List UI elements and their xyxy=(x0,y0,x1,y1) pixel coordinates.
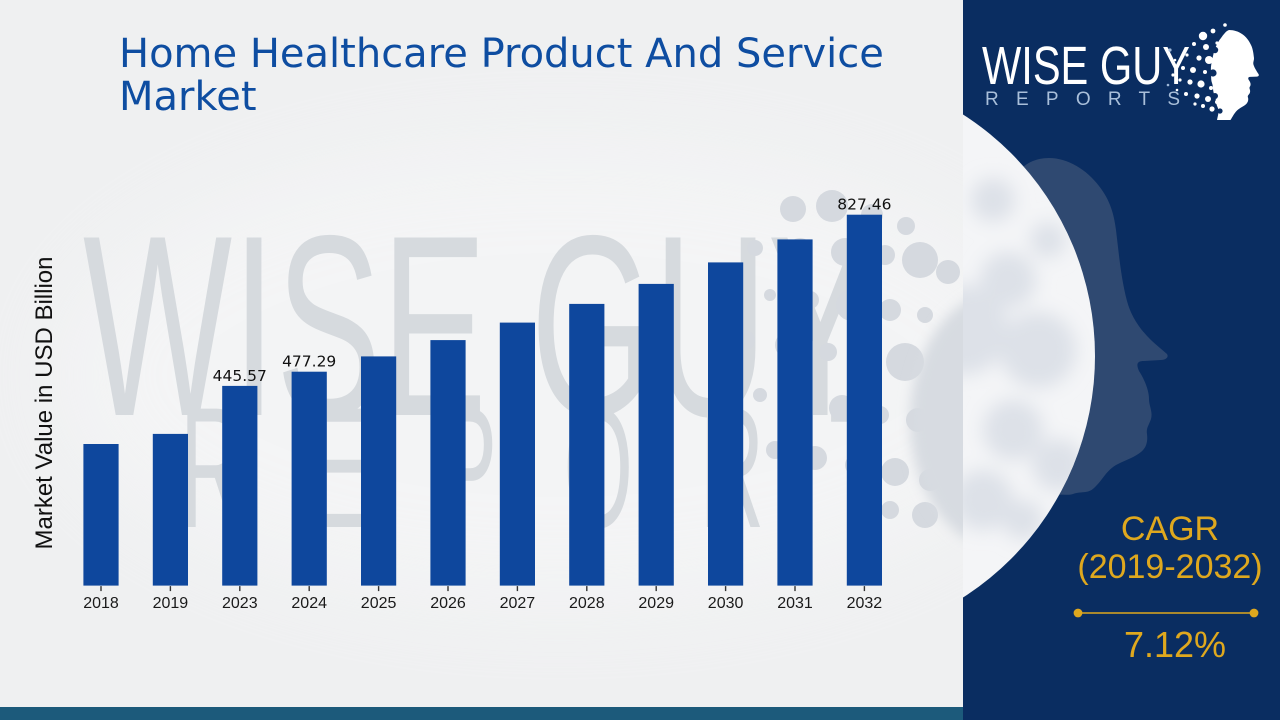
bar-2031 xyxy=(777,239,813,586)
bar-value-label-2024: 477.29 xyxy=(282,353,336,371)
bar-value-label-2023: 445.57 xyxy=(213,367,267,385)
cagr-range: (2019-2032) xyxy=(1077,548,1262,586)
bar-2028 xyxy=(569,303,605,586)
x-tick-label-2032: 2032 xyxy=(847,595,883,612)
y-axis-label: Market Value in USD Billion xyxy=(31,256,58,549)
bar-2025 xyxy=(361,356,397,586)
x-tick-label-2024: 2024 xyxy=(291,595,327,612)
bar-2019 xyxy=(152,433,188,586)
brand-name-wiseguy: WISE GUY xyxy=(982,36,1190,96)
logo-dots xyxy=(1166,23,1227,114)
cagr-block: CAGR (2019-2032) 7.12% xyxy=(1073,510,1263,665)
cagr-value: 7.12% xyxy=(1124,624,1226,665)
bar-2026 xyxy=(430,340,466,586)
bar-value-label-2032: 827.46 xyxy=(837,196,891,214)
bar-2024 xyxy=(291,371,327,586)
x-tick-label-2031: 2031 xyxy=(777,595,813,612)
x-tick-label-2026: 2026 xyxy=(430,595,466,612)
brand-panel: WISE GUY REPORTS xyxy=(963,0,1280,720)
bar-2018 xyxy=(83,444,119,586)
light-circle xyxy=(963,114,1095,598)
footer-strip xyxy=(0,707,963,720)
bar-2027 xyxy=(499,322,535,586)
cagr-label: CAGR xyxy=(1121,510,1219,548)
brand-panel-graphic: WISE GUY REPORTS xyxy=(963,0,1280,720)
cagr-divider xyxy=(1073,608,1259,618)
x-tick-label-2030: 2030 xyxy=(708,595,744,612)
bar-2029 xyxy=(638,283,674,586)
x-tick-label-2027: 2027 xyxy=(500,595,536,612)
head-profile-icon xyxy=(1166,23,1259,120)
bar-chart: WISE GUY REPORTS xyxy=(31,145,963,612)
x-tick-label-2019: 2019 xyxy=(153,595,189,612)
page-title: Home Healthcare Product And Service Mark… xyxy=(119,31,884,120)
x-tick-label-2023: 2023 xyxy=(222,595,258,612)
bar-2032 xyxy=(846,214,882,586)
bars-layer: 2018 2019 2023 445.57 2024 477.29 2025 2026 2027… xyxy=(83,196,891,612)
bar-2030 xyxy=(708,262,744,586)
x-tick-label-2025: 2025 xyxy=(361,595,397,612)
x-tick-label-2018: 2018 xyxy=(83,595,119,612)
x-tick-label-2029: 2029 xyxy=(638,595,674,612)
bar-2023 xyxy=(222,385,258,586)
x-tick-label-2028: 2028 xyxy=(569,595,605,612)
watermark-head-blob xyxy=(910,303,963,537)
